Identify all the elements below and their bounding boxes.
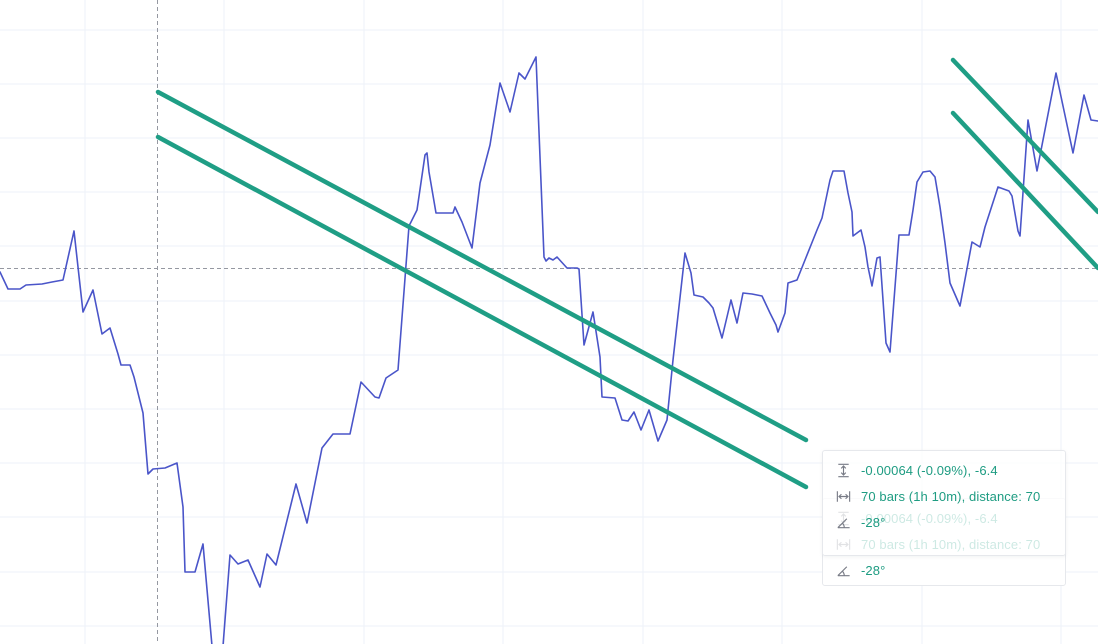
bars-range-icon	[834, 487, 852, 505]
measure-tooltip: -0.00064 (-0.09%), -6.4 70 bars (1h 10m)…	[822, 450, 1066, 556]
angle-icon	[834, 513, 852, 531]
measure-angle: -28°	[861, 514, 886, 530]
tooltip-row: -0.00064 (-0.09%), -6.4	[834, 457, 1065, 483]
parallel-channel-line-1[interactable]	[155, 89, 809, 443]
parallel-channel-line-2[interactable]	[950, 110, 1098, 271]
parallel-channel-line-1[interactable]	[155, 134, 809, 490]
measure-price-change: -0.00064 (-0.09%), -6.4	[861, 462, 998, 478]
parallel-channel-line-2[interactable]	[950, 57, 1098, 215]
tooltip-row: 70 bars (1h 10m), distance: 70	[834, 483, 1065, 509]
tooltip-row: -28°	[834, 557, 1065, 583]
tooltip-row: -28°	[834, 509, 1065, 535]
measure-bars-range: 70 bars (1h 10m), distance: 70	[861, 488, 1041, 504]
angle-icon	[834, 561, 852, 579]
price-range-icon	[834, 461, 852, 479]
measure-angle: -28°	[861, 562, 886, 578]
